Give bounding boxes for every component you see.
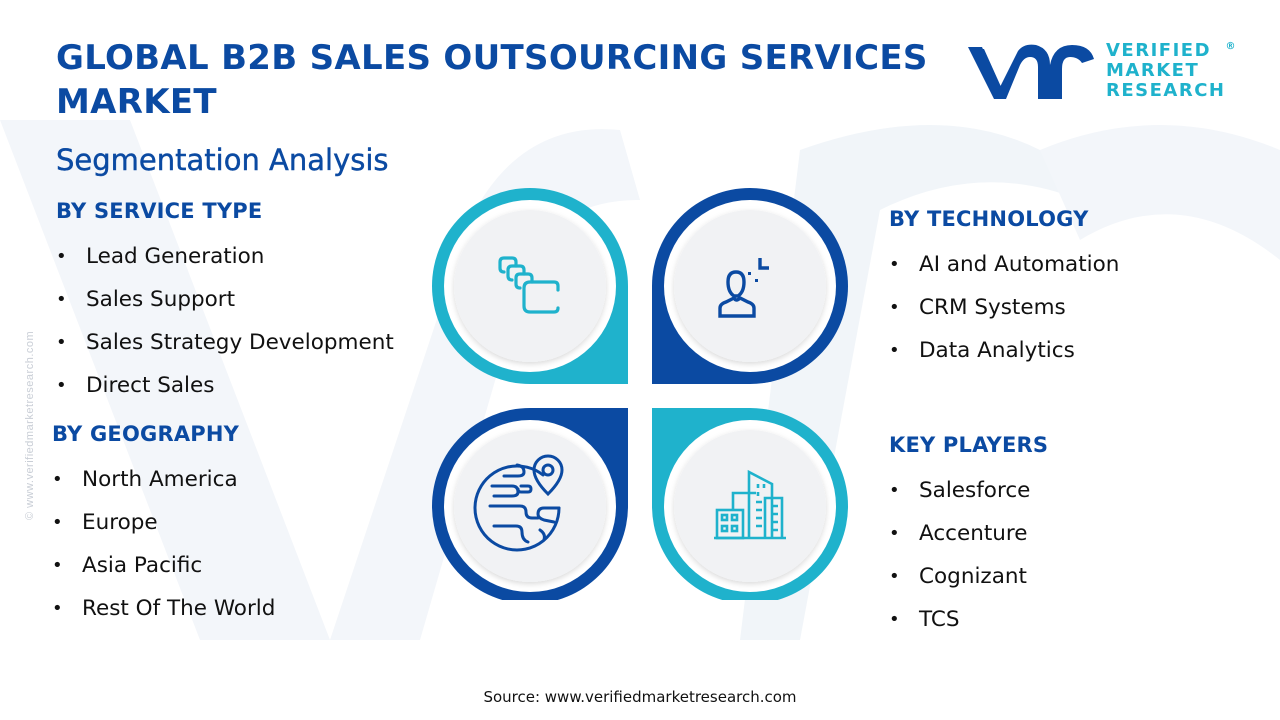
vmr-logo: VERIFIED MARKET RESEARCH ®	[966, 38, 1236, 104]
registered-mark: ®	[1225, 41, 1236, 52]
segment-heading: BY TECHNOLOGY	[889, 207, 1089, 231]
stacked-cards-icon	[498, 256, 560, 314]
segment-heading: KEY PLAYERS	[889, 433, 1049, 457]
bullet-icon: •	[52, 469, 63, 490]
bullet-icon: •	[889, 254, 900, 275]
petal-bottom-right	[652, 408, 848, 600]
section-subtitle: Segmentation Analysis	[56, 143, 389, 177]
segment-service-type: BY SERVICE TYPE • Lead Generation • Sales …	[56, 199, 394, 407]
page-title: GLOBAL B2B SALES OUTSOURCING SERVICES MA…	[56, 38, 928, 122]
list-item: • CRM Systems	[889, 286, 1119, 329]
segment-heading: BY SERVICE TYPE	[56, 199, 263, 223]
bullet-icon: •	[52, 512, 63, 533]
list-item: • Europe	[52, 501, 275, 544]
logo-text: VERIFIED MARKET RESEARCH ®	[1106, 40, 1235, 101]
vmr-logo-mark-icon	[968, 44, 1094, 99]
petal-top-left	[432, 188, 628, 384]
bullet-icon: •	[52, 555, 63, 576]
segment-key-players: KEY PLAYERS • Salesforce • Accenture • Cogn…	[889, 433, 1048, 641]
bullet-icon: •	[889, 480, 900, 501]
petal-bottom-left	[432, 408, 628, 600]
list-item: • TCS	[889, 598, 1048, 641]
segment-technology: BY TECHNOLOGY • AI and Automation • CRM Sy…	[889, 207, 1119, 372]
bullet-icon: •	[56, 375, 67, 396]
bullet-icon: •	[52, 598, 63, 619]
list-item: • Sales Strategy Development	[56, 321, 394, 364]
segment-geography: BY GEOGRAPHY • North America • Europe • Asi…	[52, 422, 275, 630]
buildings-icon	[714, 469, 786, 540]
bullet-icon: •	[56, 246, 67, 267]
bullet-icon: •	[56, 289, 67, 310]
list-item: • Asia Pacific	[52, 544, 275, 587]
petal-top-right	[652, 188, 848, 384]
list-item: • Sales Support	[56, 278, 394, 321]
bullet-icon: •	[889, 523, 900, 544]
list-item: • AI and Automation	[889, 243, 1119, 286]
list-item: • Salesforce	[889, 469, 1048, 512]
globe-location-icon	[473, 454, 564, 552]
list-item: • Direct Sales	[56, 364, 394, 407]
bullet-icon: •	[889, 297, 900, 318]
source-footer: Source: www.verifiedmarketresearch.com	[483, 688, 797, 706]
segment-heading: BY GEOGRAPHY	[52, 422, 240, 446]
list-item: • Data Analytics	[889, 329, 1119, 372]
logo-line-research: RESEARCH	[1106, 80, 1226, 101]
bullet-icon: •	[56, 332, 67, 353]
list-item: • Cognizant	[889, 555, 1048, 598]
bullet-icon: •	[889, 340, 900, 361]
logo-line-verified: VERIFIED	[1106, 40, 1212, 61]
list-item: • Lead Generation	[56, 235, 394, 278]
user-ai-icon	[718, 258, 769, 318]
side-copyright: © www.verifiedmarketresearch.com	[24, 330, 36, 520]
segmentation-petal-diagram	[432, 188, 848, 600]
bullet-icon: •	[889, 566, 900, 587]
list-item: • North America	[52, 458, 275, 501]
logo-line-market: MARKET	[1106, 60, 1200, 81]
list-item: • Accenture	[889, 512, 1048, 555]
bullet-icon: •	[889, 609, 900, 630]
list-item: • Rest Of The World	[52, 587, 275, 630]
